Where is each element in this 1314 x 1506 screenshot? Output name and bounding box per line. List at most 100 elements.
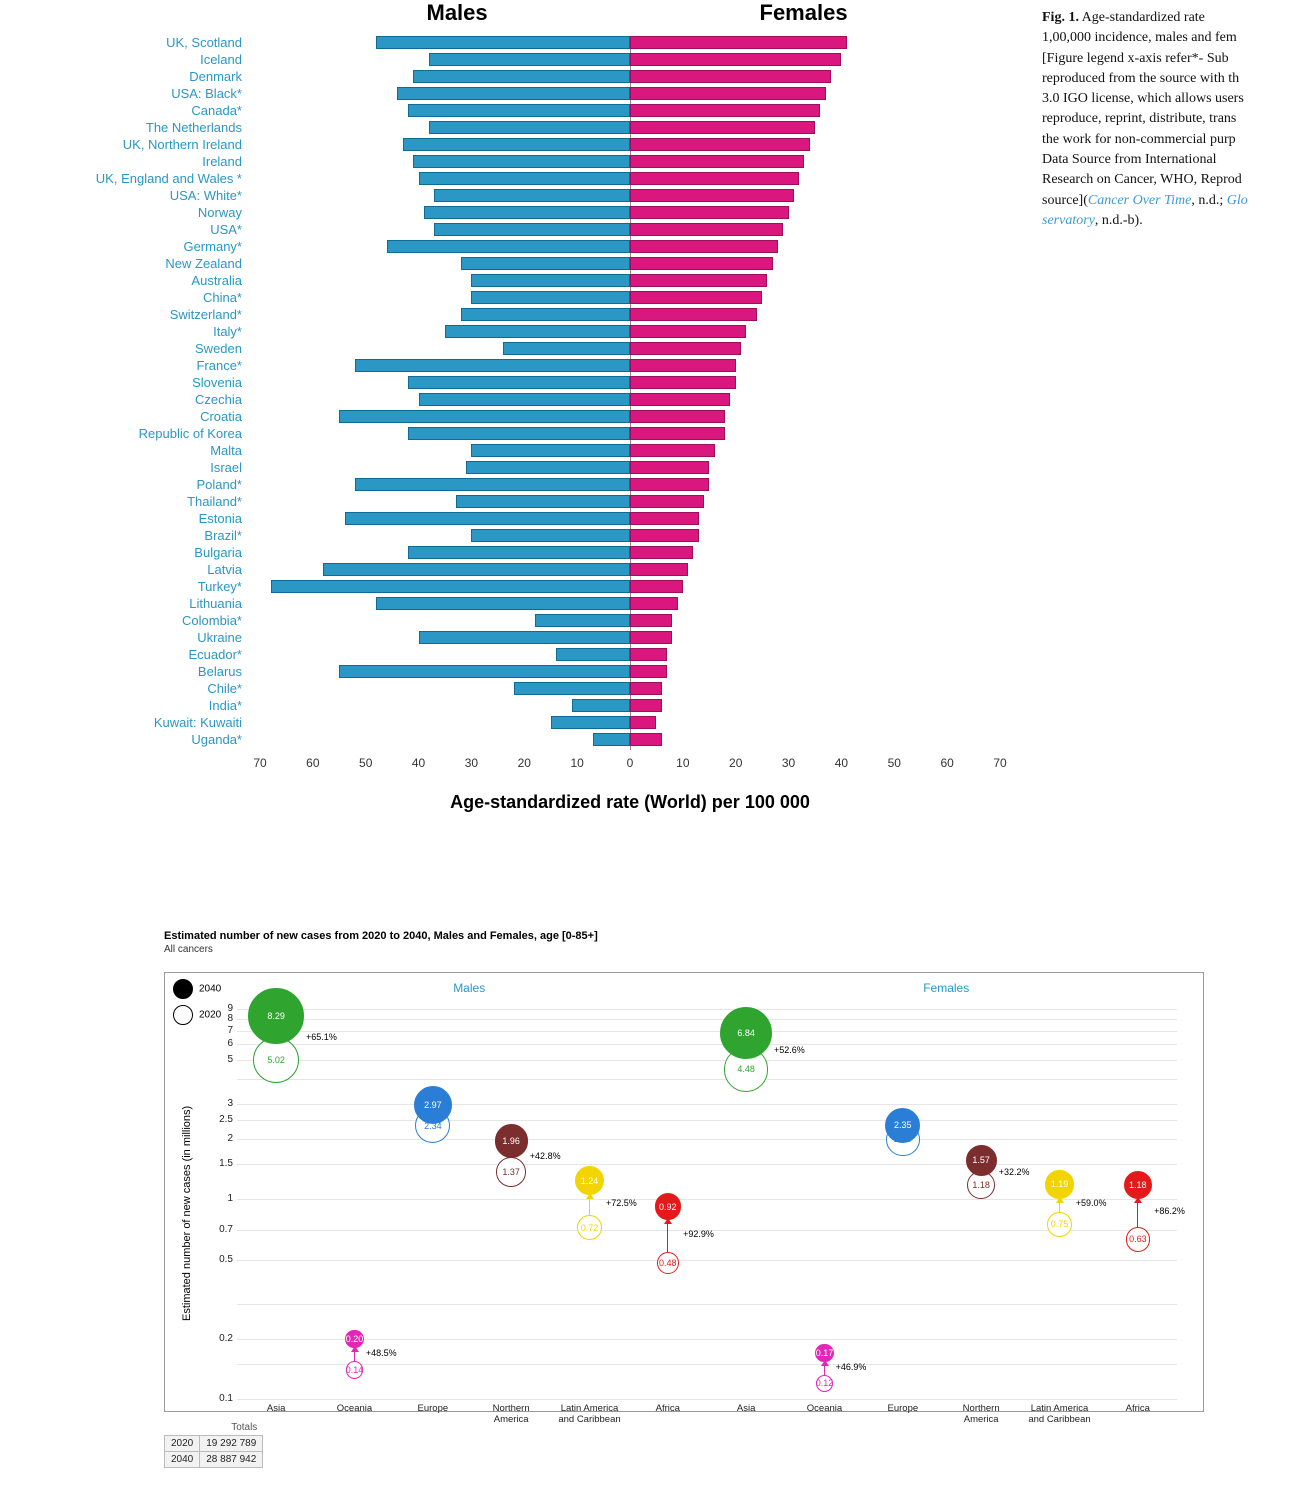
y-tick: 6: [203, 1038, 233, 1049]
caption-line-g: the work for non-commercial purp: [1042, 132, 1236, 147]
male-bar: [466, 461, 630, 474]
caption-line-d: reproduced from the source with th: [1042, 71, 1239, 86]
male-bar: [271, 580, 630, 593]
female-bar: [630, 274, 767, 287]
male-bar: [413, 70, 630, 83]
y-tick: 0.7: [203, 1224, 233, 1235]
country-label: Ecuador*: [189, 648, 242, 661]
bubble-2020: 0.14: [346, 1361, 364, 1379]
male-bar: [593, 733, 630, 746]
x-tick: 10: [570, 756, 583, 770]
bubble-2020: 1.37: [496, 1157, 526, 1187]
chart2-females-header: Females: [923, 981, 969, 995]
country-label: Australia: [191, 274, 242, 287]
totals-year-0: 2020: [165, 1436, 200, 1452]
pct-label: +65.1%: [306, 1032, 337, 1042]
country-label: Brazil*: [204, 529, 242, 542]
male-bar: [408, 427, 630, 440]
y-tick: 0.1: [203, 1393, 233, 1404]
male-bar: [434, 223, 630, 236]
country-label: Republic of Korea: [139, 427, 242, 440]
females-header: Females: [760, 0, 848, 26]
male-bar: [339, 665, 630, 678]
caption-line-j: source](: [1042, 193, 1088, 208]
female-bar: [630, 614, 672, 627]
male-bar: [403, 138, 630, 151]
caption-ref2: Glo: [1227, 193, 1248, 208]
bubble-2040: 1.96: [495, 1124, 528, 1157]
x-tick: 70: [253, 756, 266, 770]
female-bar: [630, 87, 826, 100]
chart2-males-header: Males: [453, 981, 485, 995]
y-tick: 9: [203, 1003, 233, 1014]
x-tick: 30: [465, 756, 478, 770]
female-bar: [630, 461, 709, 474]
female-bar: [630, 699, 662, 712]
grid-line: [237, 1060, 1177, 1061]
y-tick: 5: [203, 1054, 233, 1065]
female-bar: [630, 410, 725, 423]
female-bar: [630, 376, 736, 389]
country-label: Norway: [198, 206, 242, 219]
country-label: China*: [203, 291, 242, 304]
country-label: Ukraine: [197, 631, 242, 644]
caption-ref1: Cancer Over Time: [1088, 193, 1191, 208]
male-bar: [397, 87, 630, 100]
male-bar: [408, 376, 630, 389]
bubble-2020: 0.63: [1126, 1227, 1150, 1251]
male-bar: [514, 682, 630, 695]
caption-fig-label: Fig. 1.: [1042, 10, 1079, 25]
female-bar: [630, 648, 667, 661]
pct-label: +92.9%: [683, 1229, 714, 1239]
pct-label: +59.0%: [1076, 1198, 1107, 1208]
country-label: New Zealand: [165, 257, 242, 270]
totals-row-2040: 204028 887 942: [165, 1452, 263, 1468]
legend-dot-2020: [173, 1005, 193, 1025]
grid-line: [237, 1339, 1177, 1340]
bubble-2020: 0.12: [816, 1375, 833, 1392]
x-tick: Latin America and Caribbean: [1025, 1403, 1095, 1425]
x-tick: Oceania: [320, 1403, 390, 1414]
x-tick: Europe: [868, 1403, 938, 1414]
x-tick: 70: [993, 756, 1006, 770]
female-bar: [630, 495, 704, 508]
country-label: Bulgaria: [194, 546, 242, 559]
country-label: Croatia: [200, 410, 242, 423]
country-label: UK, England and Wales *: [96, 172, 242, 185]
pct-label: +46.9%: [836, 1362, 867, 1372]
caption-line-l: , n.d.-b).: [1095, 213, 1143, 228]
bubble-2020: 0.75: [1047, 1212, 1072, 1237]
female-bar: [630, 597, 678, 610]
country-label: Switzerland*: [170, 308, 242, 321]
chart2-y-axis-label: Estimated number of new cases (in millio…: [181, 1106, 193, 1321]
x-tick: 20: [518, 756, 531, 770]
female-bar: [630, 121, 815, 134]
pct-label: +52.6%: [774, 1045, 805, 1055]
y-tick: 2: [203, 1133, 233, 1144]
male-bar: [556, 648, 630, 661]
totals-table: 202019 292 789 204028 887 942: [164, 1435, 263, 1468]
y-tick: 0.5: [203, 1254, 233, 1265]
female-bar: [630, 257, 773, 270]
chart1-x-axis-label: Age-standardized rate (World) per 100 00…: [260, 792, 1000, 813]
male-bar: [387, 240, 630, 253]
x-tick: 40: [412, 756, 425, 770]
country-label: USA: Black*: [171, 87, 242, 100]
pct-label: +86.2%: [1154, 1206, 1185, 1216]
male-bar: [408, 104, 630, 117]
bubble-2020: 0.48: [657, 1252, 680, 1275]
caption-line-a: Age-standardized rate: [1079, 10, 1205, 25]
caption-ref2b: servatory: [1042, 213, 1095, 228]
female-bar: [630, 240, 778, 253]
caption-line-b: 1,00,000 incidence, males and fem: [1042, 30, 1237, 45]
female-bar: [630, 444, 715, 457]
country-label: The Netherlands: [146, 121, 242, 134]
x-tick: Latin America and Caribbean: [555, 1403, 625, 1425]
bubble-2040: 0.92: [655, 1193, 682, 1220]
country-label: USA*: [210, 223, 242, 236]
x-tick: 10: [676, 756, 689, 770]
female-bar: [630, 189, 794, 202]
female-bar: [630, 563, 688, 576]
male-bar: [355, 478, 630, 491]
chart2-plot-area: 2040 2020 Males Females Estimated number…: [164, 972, 1204, 1412]
